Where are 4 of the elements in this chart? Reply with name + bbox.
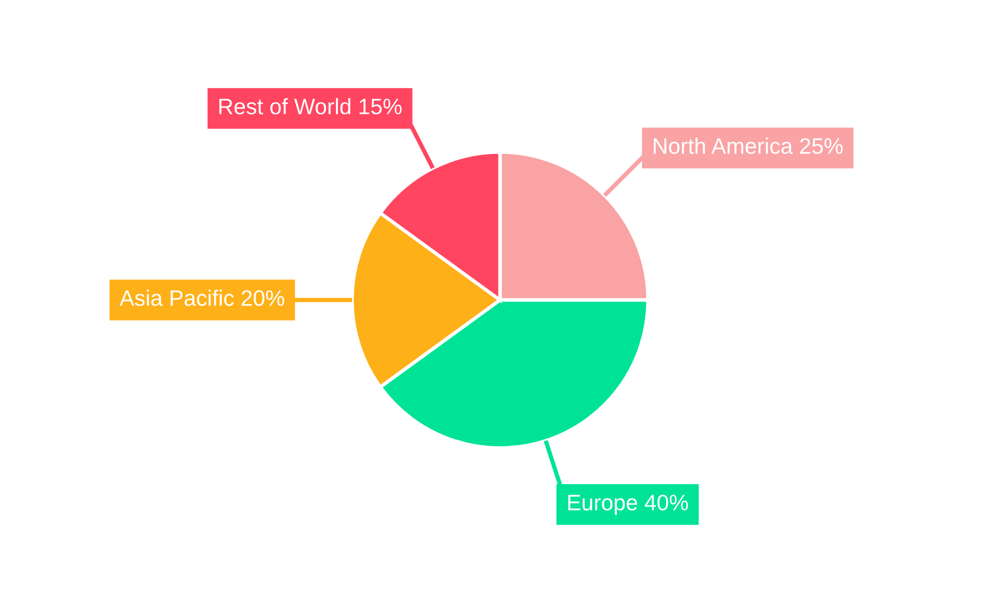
slice-label: Europe 40% — [568, 494, 688, 515]
slice-label: North America 25% — [654, 138, 843, 154]
slice-label: Rest of World 15% — [219, 98, 402, 114]
slice-label: Asia Pacific 20% — [120, 290, 284, 306]
